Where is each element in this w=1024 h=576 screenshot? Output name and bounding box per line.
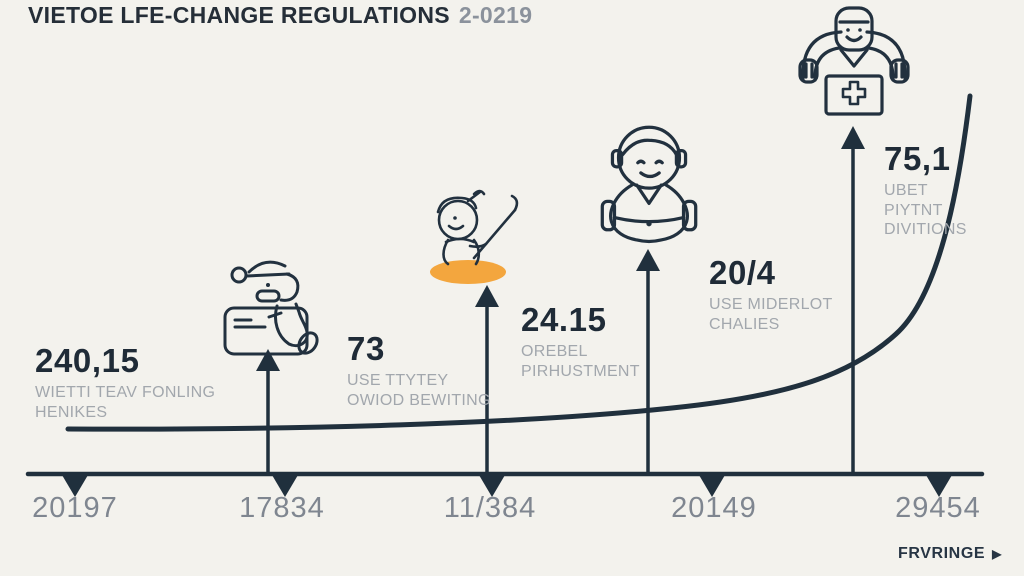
milestone-stat-5: 75,1 UBET PIYTNT DIVITIONS (884, 142, 967, 240)
stat-label: WIETTI TEAV FONLING HENIKES (35, 384, 216, 421)
year-label-5: 29454 (895, 492, 981, 524)
stat-value: 75,1 (884, 140, 951, 177)
year-label-3: 11/384 (443, 492, 537, 524)
stat-value: 20/4 (709, 254, 776, 291)
up-arrow-17834 (256, 349, 280, 474)
person-icon (600, 125, 698, 244)
stat-label: UBET PIYTNT DIVITIONS (884, 182, 967, 239)
up-arrow-29454 (841, 126, 865, 474)
stat-value: 24.15 (521, 301, 607, 338)
year-label-1: 20197 (32, 492, 118, 524)
stat-value: 73 (347, 330, 385, 367)
milestone-stat-3: 24.15 OREBEL PIRHUSTMENT (521, 303, 640, 381)
year-label-4: 20149 (671, 492, 757, 524)
year-label-2: 17834 (239, 492, 325, 524)
stat-label: USE MIDERLOT CHALIES (709, 296, 833, 333)
milestone-stat-4: 20/4 USE MIDERLOT CHALIES (709, 256, 833, 334)
milestone-stat-1: 240,15 WIETTI TEAV FONLING HENIKES (35, 344, 215, 422)
page-title: VIETOE LFE-CHANGE REGULATIONS 2-0219 (28, 2, 532, 29)
footer-label: FRVRINGE (897, 545, 986, 562)
bee-card-icon (223, 260, 319, 356)
fisher-icon (430, 189, 519, 284)
stat-label: OREBEL PIRHUSTMENT (521, 343, 640, 380)
stat-value: 240,15 (35, 342, 140, 379)
milestone-stat-2: 73 USE TTYTEY OWIOD BEWITING (347, 332, 491, 410)
stat-label: USE TTYTEY OWIOD BEWITING (347, 372, 491, 409)
title-suffix: 2-0219 (458, 2, 533, 28)
footer-brand[interactable]: FRVRINGE ▶ (898, 545, 1002, 563)
play-icon: ▶ (992, 547, 1002, 561)
doctor-icon (798, 6, 910, 116)
title-main: VIETOE LFE-CHANGE REGULATIONS (28, 2, 450, 28)
